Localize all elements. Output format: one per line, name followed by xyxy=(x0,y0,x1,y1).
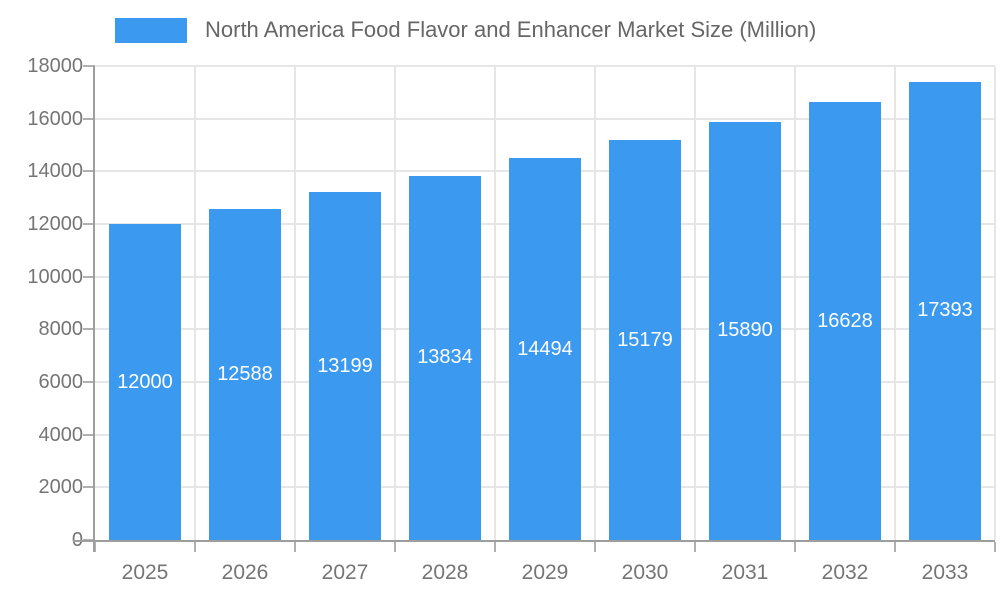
h-gridline xyxy=(95,65,995,67)
y-tick-label: 4000 xyxy=(38,423,84,446)
bar-value-label: 15179 xyxy=(617,328,673,351)
bar: 13199 xyxy=(309,192,381,540)
x-axis-tick xyxy=(294,542,296,552)
bar-value-label: 12588 xyxy=(217,362,273,385)
v-gridline xyxy=(594,66,596,540)
h-gridline xyxy=(95,117,995,120)
x-tick-label: 2026 xyxy=(221,561,269,584)
y-tick-label: 12000 xyxy=(27,213,83,235)
x-axis-tick xyxy=(194,542,196,552)
bar: 12000 xyxy=(109,224,181,540)
x-axis-tick xyxy=(94,542,96,552)
bar-value-label: 16628 xyxy=(817,309,873,332)
x-axis-tick xyxy=(894,542,896,552)
y-tick-label: 6000 xyxy=(38,371,84,393)
x-tick-label: 2028 xyxy=(421,561,469,584)
bar: 17393 xyxy=(909,81,981,540)
x-tick-label: 2027 xyxy=(321,561,369,584)
y-axis-tick xyxy=(83,381,95,383)
bar-value-label: 15890 xyxy=(717,319,773,342)
x-tick-label: 2031 xyxy=(721,561,769,584)
y-tick-label: 2000 xyxy=(38,476,84,499)
y-axis-line xyxy=(93,66,95,552)
v-gridline xyxy=(694,66,696,540)
bar: 14494 xyxy=(509,158,581,540)
y-tick-label: 0 xyxy=(0,527,83,553)
x-tick-label: 2032 xyxy=(821,561,869,584)
bar-value-label: 13199 xyxy=(317,354,373,377)
y-axis-tick xyxy=(83,117,95,120)
x-axis-tick xyxy=(994,542,996,552)
bar: 15890 xyxy=(709,121,781,540)
v-gridline xyxy=(294,66,296,540)
x-axis-tick xyxy=(494,542,496,552)
legend-label: North America Food Flavor and Enhancer M… xyxy=(205,17,817,42)
x-axis-tick xyxy=(794,542,796,552)
x-tick-label: 2033 xyxy=(921,561,969,584)
bar: 13834 xyxy=(409,175,481,540)
x-tick-label: 2030 xyxy=(621,561,669,584)
x-axis-tick xyxy=(394,542,396,552)
y-tick-label: 10000 xyxy=(27,265,83,288)
y-axis-tick xyxy=(83,328,95,331)
bar: 12588 xyxy=(209,208,281,540)
v-gridline xyxy=(394,66,396,540)
bar-value-label: 12000 xyxy=(117,370,173,393)
x-axis-tick xyxy=(594,542,596,552)
x-axis-tick xyxy=(694,542,696,552)
legend: North America Food Flavor and Enhancer M… xyxy=(115,14,816,46)
legend-swatch xyxy=(115,17,187,43)
v-gridline xyxy=(794,66,796,540)
bar-value-label: 14494 xyxy=(517,337,573,360)
v-gridline xyxy=(894,66,896,540)
v-gridline xyxy=(994,66,996,540)
y-axis-tick xyxy=(83,223,95,225)
y-axis-tick xyxy=(83,65,95,67)
y-axis-tick xyxy=(83,433,95,436)
y-tick-label: 18000 xyxy=(27,55,83,77)
bar: 16628 xyxy=(809,102,881,540)
plot-area: 0200040006000800010000120001400016000180… xyxy=(27,55,996,584)
x-axis-line xyxy=(73,540,995,542)
bar: 15179 xyxy=(609,140,681,540)
bar-value-label: 13834 xyxy=(417,346,473,369)
y-axis-tick xyxy=(83,275,95,278)
y-tick-label: 8000 xyxy=(38,318,84,341)
bar-value-label: 17393 xyxy=(917,299,973,322)
y-tick-label: 14000 xyxy=(27,160,83,183)
v-gridline xyxy=(194,66,196,540)
x-tick-label: 2025 xyxy=(121,561,169,584)
v-gridline xyxy=(494,66,496,540)
y-axis-tick xyxy=(83,486,95,489)
y-tick-label: 16000 xyxy=(27,107,83,130)
y-axis-tick xyxy=(83,170,95,173)
x-tick-label: 2029 xyxy=(521,561,569,584)
